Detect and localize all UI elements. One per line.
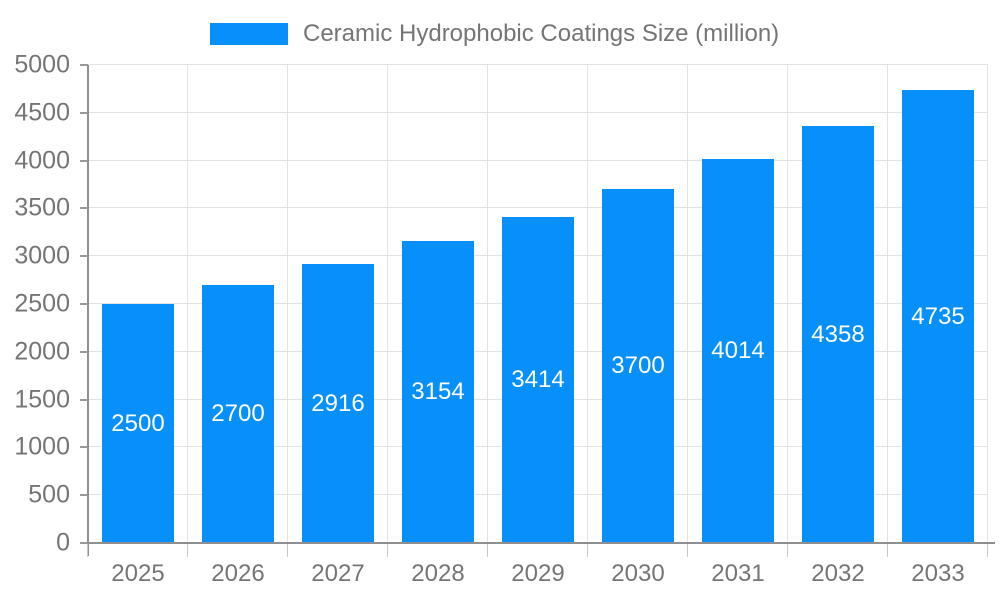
bar[interactable]: 3700 xyxy=(602,189,674,543)
x-axis-tick-label: 2028 xyxy=(411,560,465,587)
x-gridline xyxy=(387,65,388,543)
y-axis-line xyxy=(87,65,89,556)
y-axis-tick-label: 2500 xyxy=(14,289,70,318)
bar[interactable]: 3414 xyxy=(502,217,574,543)
y-axis-tick-label: 4500 xyxy=(14,98,70,127)
bar-value-label: 4358 xyxy=(811,320,865,348)
x-axis-tick xyxy=(587,544,588,557)
x-axis-tick xyxy=(987,544,988,557)
y-axis-tick xyxy=(80,159,88,162)
x-axis-tick-label: 2026 xyxy=(211,560,265,587)
x-axis-tick-label: 2033 xyxy=(911,560,965,587)
y-axis-tick xyxy=(80,255,88,258)
x-axis-tick xyxy=(887,544,888,557)
y-axis-tick xyxy=(80,64,88,66)
legend[interactable]: Ceramic Hydrophobic Coatings Size (milli… xyxy=(210,22,779,46)
x-gridline xyxy=(687,65,688,543)
x-gridline xyxy=(787,65,788,543)
bar-value-label: 3414 xyxy=(511,366,565,393)
bar[interactable]: 4358 xyxy=(802,126,874,543)
bar-value-label: 3154 xyxy=(411,378,465,405)
y-axis-tick-label: 5000 xyxy=(14,50,70,79)
legend-swatch[interactable] xyxy=(210,23,288,45)
bar[interactable]: 4014 xyxy=(702,159,774,543)
y-axis-tick-label: 1000 xyxy=(14,432,70,461)
bar[interactable]: 4735 xyxy=(902,90,974,543)
plot-area: 2500 2700 2916 3154 3414 3700 4014 4358 4735 xyxy=(88,64,988,543)
legend-label[interactable]: Ceramic Hydrophobic Coatings Size (milli… xyxy=(303,20,780,47)
x-axis-tick xyxy=(187,544,188,557)
y-axis-tick-label: 1500 xyxy=(14,385,70,414)
y-axis-tick-label: 2000 xyxy=(14,337,70,366)
y-axis-tick xyxy=(80,494,88,497)
y-axis-tick-label: 3000 xyxy=(14,241,70,270)
x-gridline xyxy=(987,65,988,543)
y-gridline xyxy=(88,111,988,113)
bar-value-label: 4735 xyxy=(911,302,965,330)
y-gridline xyxy=(88,207,988,209)
x-axis-line xyxy=(80,542,995,544)
y-axis-tick-label: 0 xyxy=(56,528,70,557)
y-axis-tick-label: 4000 xyxy=(14,146,70,175)
x-axis-tick xyxy=(487,544,488,557)
x-gridline xyxy=(487,65,488,543)
x-axis-tick-label: 2032 xyxy=(811,560,865,587)
bar[interactable]: 3154 xyxy=(402,241,474,543)
x-axis-tick xyxy=(287,544,288,557)
y-axis-tick xyxy=(80,207,88,210)
x-gridline xyxy=(187,65,188,543)
x-axis-tick-label: 2031 xyxy=(711,560,765,587)
y-axis-tick xyxy=(80,303,88,305)
x-axis-tick xyxy=(387,544,388,557)
y-axis-tick xyxy=(80,446,88,449)
bar[interactable]: 2700 xyxy=(202,285,274,543)
y-gridline xyxy=(88,64,988,65)
x-axis-tick-label: 2025 xyxy=(111,560,165,587)
y-axis-tick-label: 3500 xyxy=(14,193,70,222)
x-gridline xyxy=(887,65,888,543)
x-axis-tick-label: 2029 xyxy=(511,560,565,587)
x-axis-tick-label: 2027 xyxy=(311,560,365,587)
bar-value-label: 2500 xyxy=(111,409,165,437)
x-gridline xyxy=(287,65,288,543)
x-axis-tick xyxy=(87,544,88,557)
y-axis-tick xyxy=(80,542,88,544)
x-axis-tick xyxy=(687,544,688,557)
x-axis-tick xyxy=(787,544,788,557)
x-axis-tick-label: 2030 xyxy=(611,560,665,587)
y-axis-tick xyxy=(80,350,88,353)
y-axis-tick xyxy=(80,398,88,401)
x-gridline xyxy=(587,65,588,543)
bar[interactable]: 2916 xyxy=(302,264,374,543)
y-axis-tick xyxy=(80,111,88,114)
bar[interactable]: 2500 xyxy=(102,304,174,543)
bar-value-label: 2916 xyxy=(311,389,365,417)
bar-value-label: 3700 xyxy=(611,352,665,379)
y-axis-tick-label: 500 xyxy=(28,480,70,509)
y-gridline xyxy=(88,159,988,161)
bar-value-label: 2700 xyxy=(211,400,265,427)
bar-value-label: 4014 xyxy=(711,337,765,364)
